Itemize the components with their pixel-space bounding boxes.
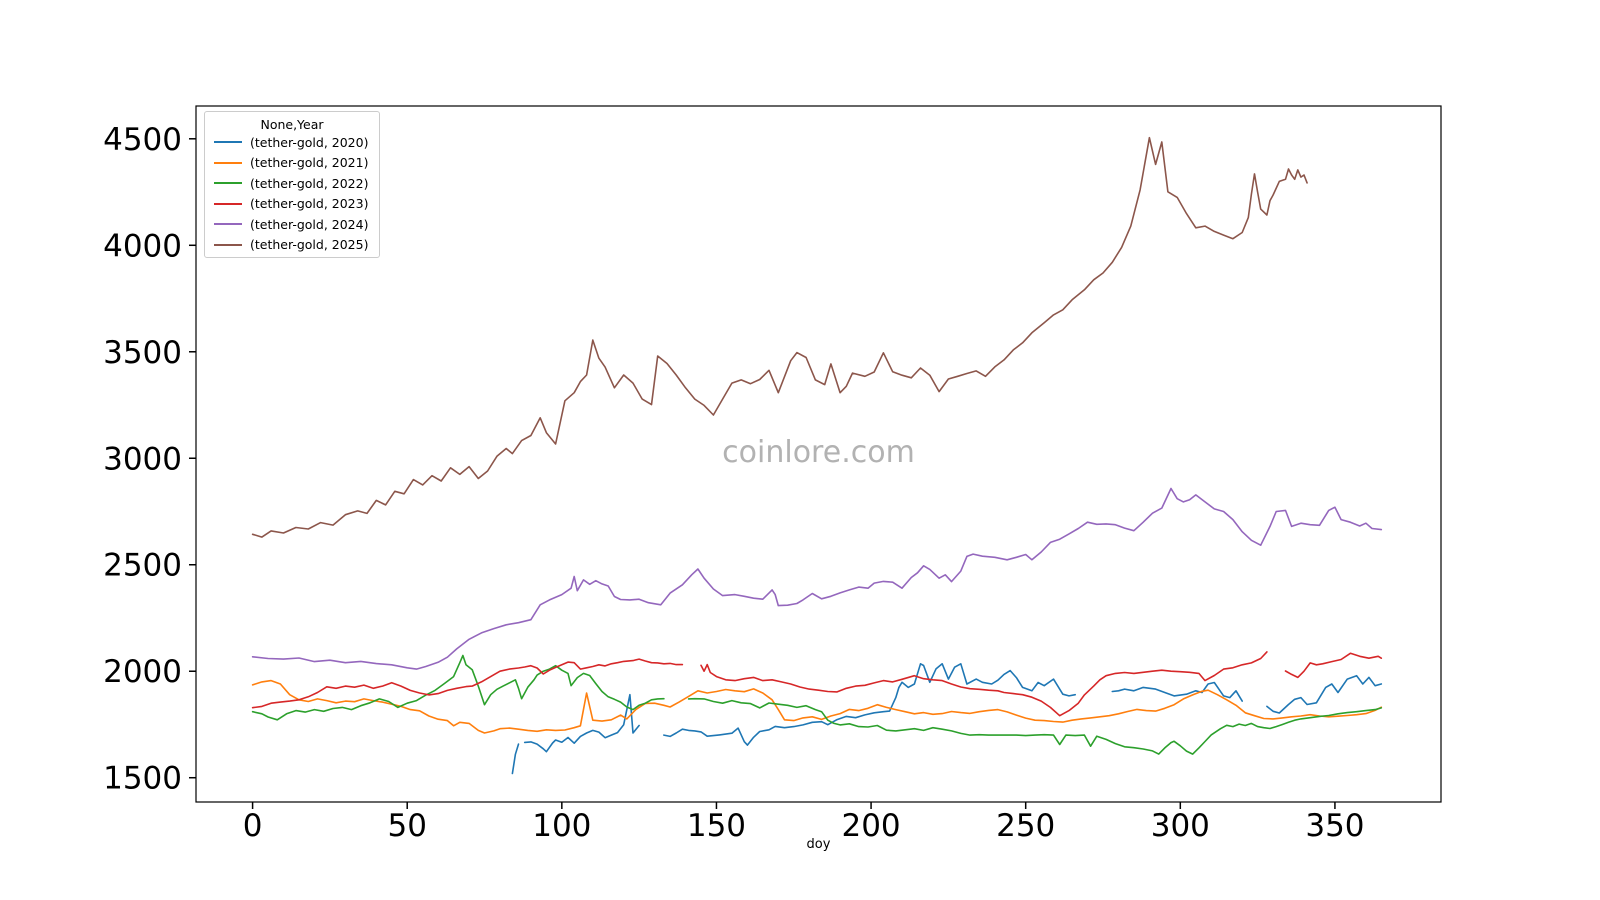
legend-item: (tether-gold, 2025): [205, 235, 379, 256]
x-tick-label: 300: [1151, 808, 1210, 844]
y-tick-label: 2000: [103, 654, 182, 690]
x-tick-label: 150: [687, 808, 746, 844]
legend-item-label: (tether-gold, 2025): [250, 237, 369, 253]
legend: None,Year (tether-gold, 2020) (tether-gol…: [204, 111, 380, 258]
plot-frame: [195, 105, 1442, 803]
legend-item: (tether-gold, 2024): [205, 214, 379, 235]
legend-swatch: [214, 243, 242, 246]
legend-item-label: (tether-gold, 2022): [250, 175, 369, 191]
legend-swatch: [214, 223, 242, 226]
legend-item: (tether-gold, 2022): [205, 173, 379, 194]
y-tick-label: 3500: [103, 335, 182, 371]
y-tick-label: 4000: [103, 228, 182, 264]
series-line-tether-gold-2020: [511, 663, 1383, 775]
y-tick-label: 4500: [103, 122, 182, 158]
x-tick-label: 250: [996, 808, 1055, 844]
series-line-tether-gold-2024: [251, 487, 1383, 670]
legend-title: None,Year: [260, 117, 324, 132]
legend-item-label: (tether-gold, 2020): [250, 134, 369, 150]
x-tick-label: 350: [1305, 808, 1364, 844]
legend-swatch: [214, 161, 242, 164]
watermark: coinlore.com: [722, 435, 915, 470]
y-tick-label: 1500: [103, 761, 182, 797]
legend-swatch: [214, 182, 242, 185]
x-tick-label: 50: [387, 808, 426, 844]
series-line-tether-gold-2025: [251, 136, 1308, 538]
legend-item-label: (tether-gold, 2024): [250, 216, 369, 232]
y-tick-label: 2500: [103, 548, 182, 584]
legend-swatch: [214, 141, 242, 144]
legend-swatch: [214, 202, 242, 205]
legend-item-label: (tether-gold, 2021): [250, 155, 369, 171]
series-line-tether-gold-2021: [251, 679, 1383, 734]
x-tick-label: 200: [841, 808, 900, 844]
legend-item: (tether-gold, 2020): [205, 132, 379, 153]
x-axis-label: doy: [807, 837, 831, 852]
y-tick-label: 3000: [103, 441, 182, 477]
series-line-tether-gold-2023: [251, 651, 1383, 717]
legend-item: (tether-gold, 2021): [205, 153, 379, 174]
legend-item-label: (tether-gold, 2023): [250, 196, 369, 212]
legend-rows: (tether-gold, 2020) (tether-gold, 2021) (t…: [205, 132, 379, 255]
legend-item: (tether-gold, 2023): [205, 194, 379, 215]
x-tick-label: 0: [243, 808, 263, 844]
series-line-tether-gold-2022: [251, 654, 1383, 755]
x-tick-label: 100: [532, 808, 591, 844]
